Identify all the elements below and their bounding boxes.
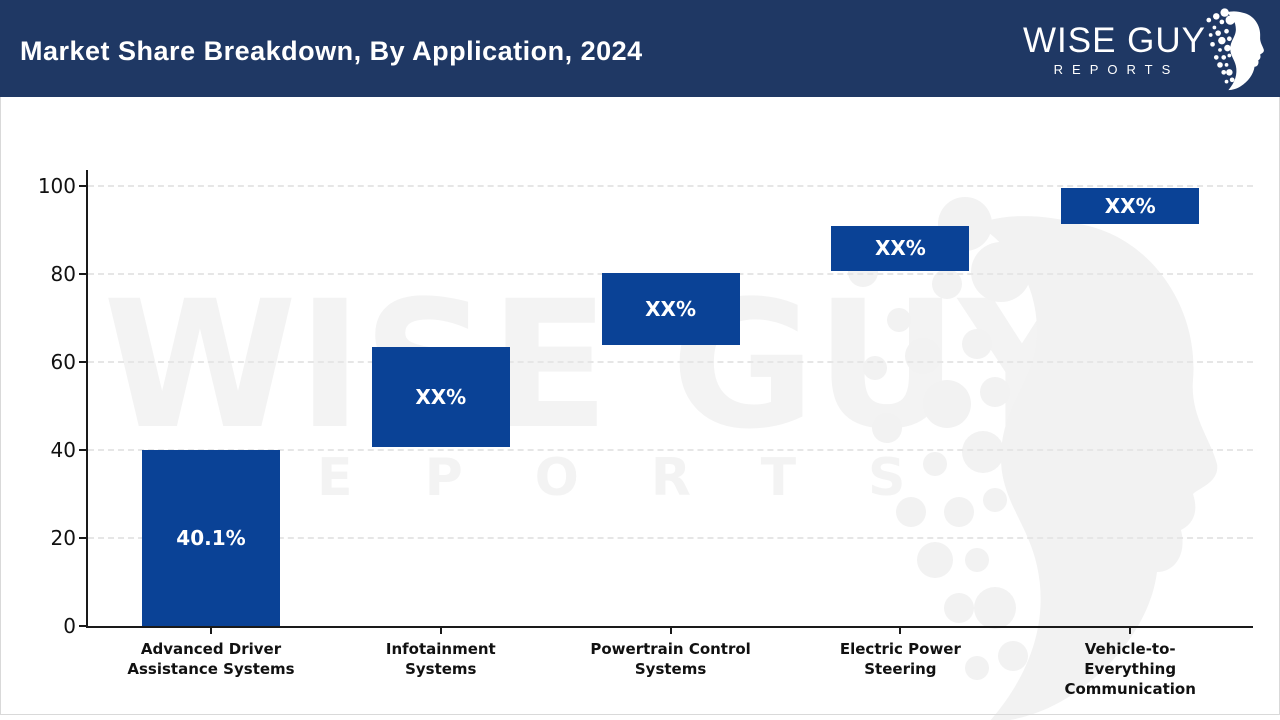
x-tick-mark bbox=[899, 627, 902, 634]
bar-value-label: 40.1% bbox=[176, 525, 246, 550]
bar-value-label: XX% bbox=[874, 236, 926, 261]
x-tick-mark bbox=[439, 627, 442, 634]
y-tick-mark bbox=[79, 273, 88, 275]
bar-value-label: XX% bbox=[645, 297, 697, 322]
y-tick-mark bbox=[79, 449, 88, 451]
bar-1: 40.1% bbox=[142, 449, 280, 626]
y-tick-label: 60 bbox=[50, 350, 76, 374]
y-tick-label: 20 bbox=[50, 526, 76, 550]
x-tick-mark bbox=[669, 627, 672, 634]
bar-4: XX% bbox=[831, 226, 970, 271]
card-bottom-border bbox=[0, 714, 1280, 715]
y-tick-mark bbox=[79, 625, 88, 627]
category-label: Electric Power Steering bbox=[839, 640, 961, 678]
bar-value-label: XX% bbox=[415, 384, 467, 409]
logo-text: WISE GUY REPORTS bbox=[1022, 20, 1206, 77]
category-label: Infotainment Systems bbox=[385, 640, 496, 678]
gridline-40 bbox=[88, 449, 1253, 451]
y-tick-mark bbox=[79, 185, 88, 187]
bar-value-label: XX% bbox=[1104, 193, 1156, 218]
category-label: Vehicle-to- Everything Communication bbox=[1064, 640, 1196, 698]
gridline-20 bbox=[88, 537, 1253, 539]
y-tick-label: 80 bbox=[50, 262, 76, 286]
gridline-60 bbox=[88, 361, 1253, 363]
gridline-100 bbox=[88, 185, 1253, 187]
header-bar: Market Share Breakdown, By Application, … bbox=[0, 0, 1280, 97]
category-label: Powertrain Control Systems bbox=[590, 640, 751, 678]
brand-logo: WISE GUY REPORTS bbox=[1023, 6, 1268, 92]
logo-subtext: REPORTS bbox=[1053, 61, 1180, 77]
y-tick-mark bbox=[79, 537, 88, 539]
card-left-border bbox=[0, 97, 1, 715]
bar-2: XX% bbox=[371, 346, 510, 448]
y-tick-label: 100 bbox=[37, 174, 76, 198]
logo-face-icon bbox=[1206, 8, 1264, 91]
y-tick-label: 0 bbox=[63, 614, 76, 638]
y-axis bbox=[86, 170, 88, 628]
bar-5: XX% bbox=[1061, 187, 1200, 224]
watermark-subtext: REPORTS bbox=[205, 448, 978, 508]
logo-wordmark: WISE GUY bbox=[1022, 20, 1206, 60]
chart-header-title: Market Share Breakdown, By Application, … bbox=[20, 36, 643, 66]
x-axis bbox=[86, 626, 1253, 628]
x-tick-mark bbox=[1129, 627, 1132, 634]
category-label: Advanced Driver Assistance Systems bbox=[127, 640, 295, 678]
x-tick-mark bbox=[210, 627, 212, 634]
y-tick-label: 40 bbox=[50, 438, 76, 462]
y-tick-mark bbox=[79, 361, 88, 363]
bar-3: XX% bbox=[601, 273, 740, 346]
